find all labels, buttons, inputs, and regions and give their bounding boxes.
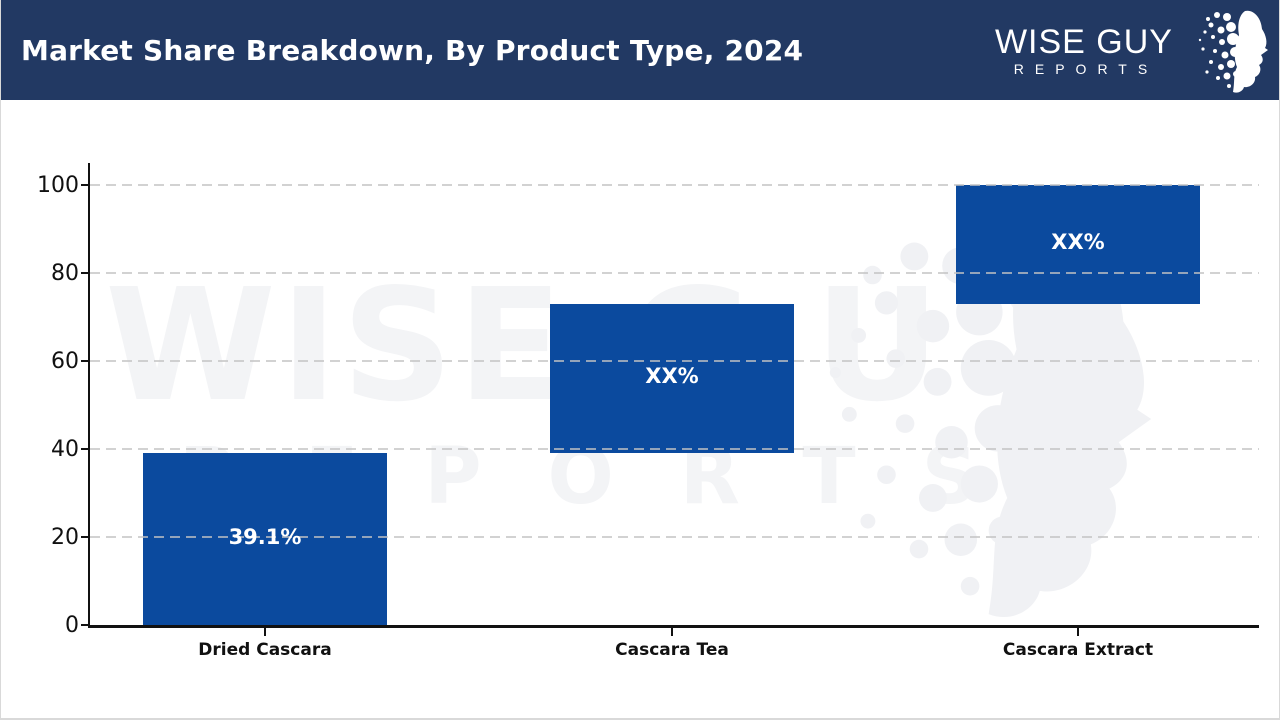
y-axis-tick-label: 80 [51, 261, 79, 286]
bar-value-label: XX% [645, 364, 699, 389]
y-axis-tick-label: 0 [65, 613, 79, 638]
bar-segment [143, 452, 387, 625]
gridline [90, 448, 1259, 450]
y-axis-tick [81, 272, 89, 274]
x-axis-tick [671, 628, 673, 636]
y-axis-tick-label: 20 [51, 525, 79, 550]
wiseguy-logo: WISE GUY REPORTS [995, 4, 1275, 96]
page-title: Market Share Breakdown, By Product Type,… [21, 33, 804, 67]
x-axis-line [88, 625, 1259, 628]
plot: 39.1% XX% XX% 0 20 40 60 80 100 Dried Cascara Casc… [1, 100, 1279, 718]
x-axis-tick [1077, 628, 1079, 636]
x-axis-category-label: Cascara Extract [1002, 640, 1154, 660]
logo-wordmark: WISE GUY [994, 22, 1173, 61]
gridline [90, 184, 1259, 186]
y-axis-tick [81, 536, 89, 538]
x-axis-category-label: Cascara Tea [615, 640, 729, 660]
y-axis-tick-label: 60 [51, 349, 79, 374]
gridline [90, 272, 1259, 274]
x-axis-category-label: Dried Cascara [198, 640, 332, 660]
logo-text: WISE GUY REPORTS [995, 25, 1173, 76]
logo-tagline: REPORTS [1013, 60, 1159, 77]
y-axis-tick [81, 360, 89, 362]
y-axis-tick [81, 184, 89, 186]
y-axis-tick [81, 448, 89, 450]
y-axis-line [88, 163, 90, 627]
gridline [90, 536, 1259, 538]
bar-value-label: XX% [1051, 230, 1105, 255]
y-axis-tick [81, 624, 89, 626]
logo-face-icon [1198, 10, 1268, 93]
bar-value-label: 39.1% [228, 524, 302, 549]
chart-area: WISE GUY REPORTS 39.1% XX% XX% 0 20 40 60 80 100 D… [1, 100, 1279, 718]
y-axis-tick-label: 40 [51, 437, 79, 462]
y-axis-tick-label: 100 [37, 173, 79, 198]
x-axis-tick [264, 628, 266, 636]
bar-segment [550, 303, 794, 453]
gridline [90, 360, 1259, 362]
header: Market Share Breakdown, By Product Type,… [1, 0, 1279, 100]
